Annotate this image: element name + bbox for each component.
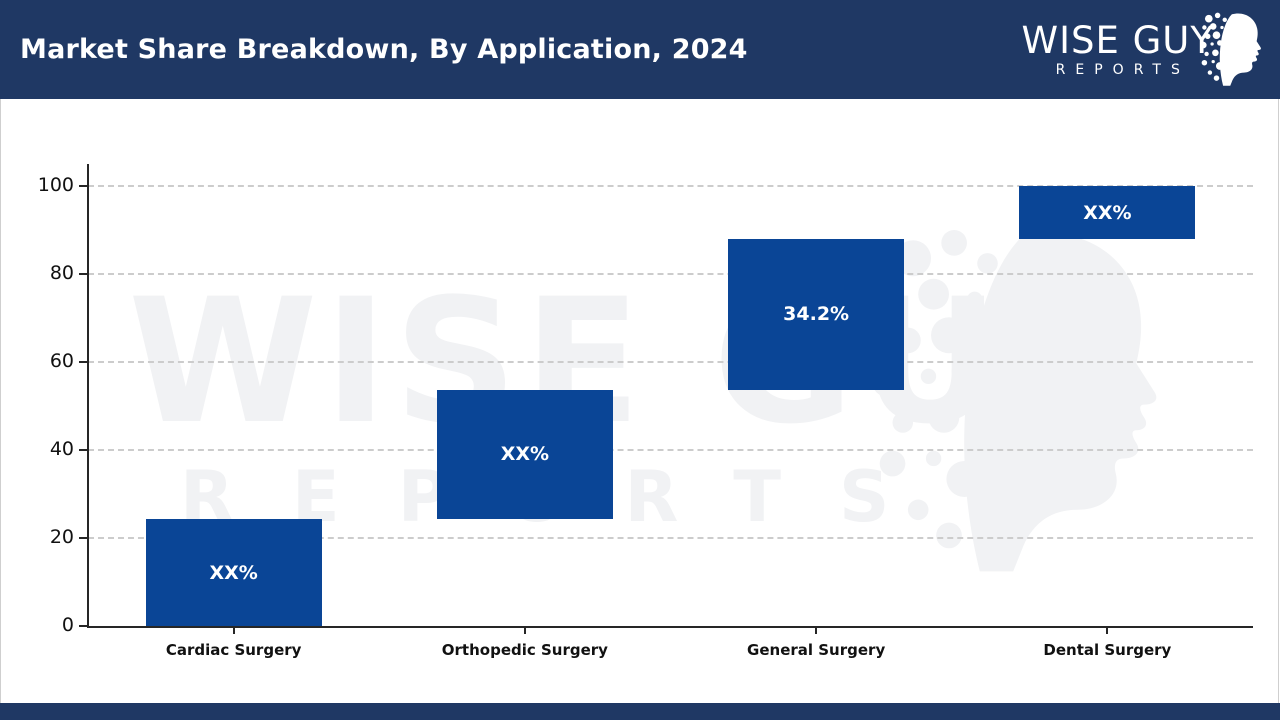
x-tick-mark (1106, 628, 1109, 634)
category-label: General Surgery (747, 641, 886, 659)
logo-text: WISE GUY REPORTS (1022, 22, 1214, 78)
y-tick-mark (79, 625, 87, 627)
y-tick-label: 0 (61, 614, 74, 636)
y-tick-label: 60 (49, 350, 74, 372)
frame-left-border (0, 99, 1, 720)
bar-segment: 34.2% (728, 239, 905, 390)
y-tick-label: 20 (49, 526, 74, 548)
footer-bar (0, 703, 1280, 720)
wise-guy-logo: WISE GUY REPORTS (1022, 11, 1266, 88)
x-tick-mark (523, 628, 526, 634)
y-tick-label: 100 (37, 174, 74, 196)
y-gridline (88, 449, 1253, 451)
x-tick-mark (815, 628, 818, 634)
bar-segment: XX% (436, 389, 613, 520)
chart-header: Market Share Breakdown, By Application, … (0, 0, 1280, 99)
y-tick-label: 40 (49, 438, 74, 460)
y-gridline (88, 273, 1253, 275)
x-tick-mark (232, 628, 235, 634)
y-tick-mark (79, 449, 87, 451)
bar-segment: XX% (145, 519, 322, 626)
y-tick-mark (79, 361, 87, 363)
y-axis (87, 164, 89, 628)
category-label: Dental Surgery (1043, 641, 1172, 659)
y-gridline (88, 185, 1253, 187)
logo-wordmark: WISE GUY (1021, 18, 1214, 62)
frame-right-border (1278, 99, 1279, 720)
category-label: Cardiac Surgery (165, 641, 302, 659)
y-tick-mark (79, 537, 87, 539)
y-tick-mark (79, 273, 87, 275)
logo-subtitle: REPORTS (1055, 61, 1190, 78)
bar-value-label: XX% (209, 561, 258, 584)
bar-value-label: 34.2% (783, 303, 850, 326)
bar-segment: XX% (1019, 186, 1196, 240)
page-title: Market Share Breakdown, By Application, … (20, 34, 748, 65)
bar-value-label: XX% (500, 443, 550, 466)
y-tick-label: 80 (49, 262, 74, 284)
y-gridline (88, 361, 1253, 363)
category-label: Orthopedic Surgery (441, 641, 608, 659)
y-gridline (88, 537, 1253, 539)
x-axis (87, 626, 1253, 628)
bar-value-label: XX% (1083, 201, 1132, 224)
y-tick-mark (79, 185, 87, 187)
wise-guy-face-icon (1200, 11, 1266, 88)
